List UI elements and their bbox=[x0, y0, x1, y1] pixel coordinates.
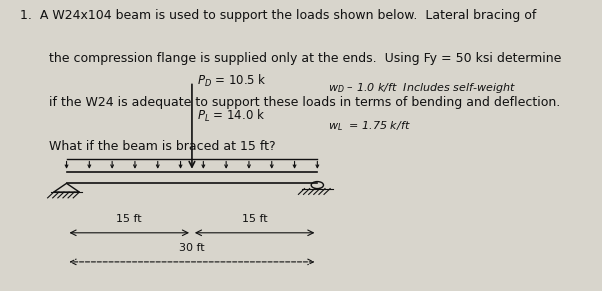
Text: 15 ft: 15 ft bbox=[116, 214, 142, 224]
Text: What if the beam is braced at 15 ft?: What if the beam is braced at 15 ft? bbox=[49, 140, 275, 153]
Text: $w_D$ – 1.0 k/ft  Includes self-weight: $w_D$ – 1.0 k/ft Includes self-weight bbox=[327, 81, 516, 95]
Text: if the W24 is adequate to support these loads in terms of bending and deflection: if the W24 is adequate to support these … bbox=[49, 96, 560, 109]
Text: $P_L$ = 14.0 k: $P_L$ = 14.0 k bbox=[197, 108, 265, 124]
Text: the compression flange is supplied only at the ends.  Using Fy = 50 ksi determin: the compression flange is supplied only … bbox=[49, 52, 561, 65]
Text: $P_D$ = 10.5 k: $P_D$ = 10.5 k bbox=[197, 73, 267, 89]
Text: 1.  A W24x104 beam is used to support the loads shown below.  Lateral bracing of: 1. A W24x104 beam is used to support the… bbox=[20, 9, 537, 22]
Text: $w_L$  = 1.75 k/ft: $w_L$ = 1.75 k/ft bbox=[327, 119, 411, 133]
Text: 15 ft: 15 ft bbox=[242, 214, 267, 224]
Text: 30 ft: 30 ft bbox=[179, 243, 205, 253]
